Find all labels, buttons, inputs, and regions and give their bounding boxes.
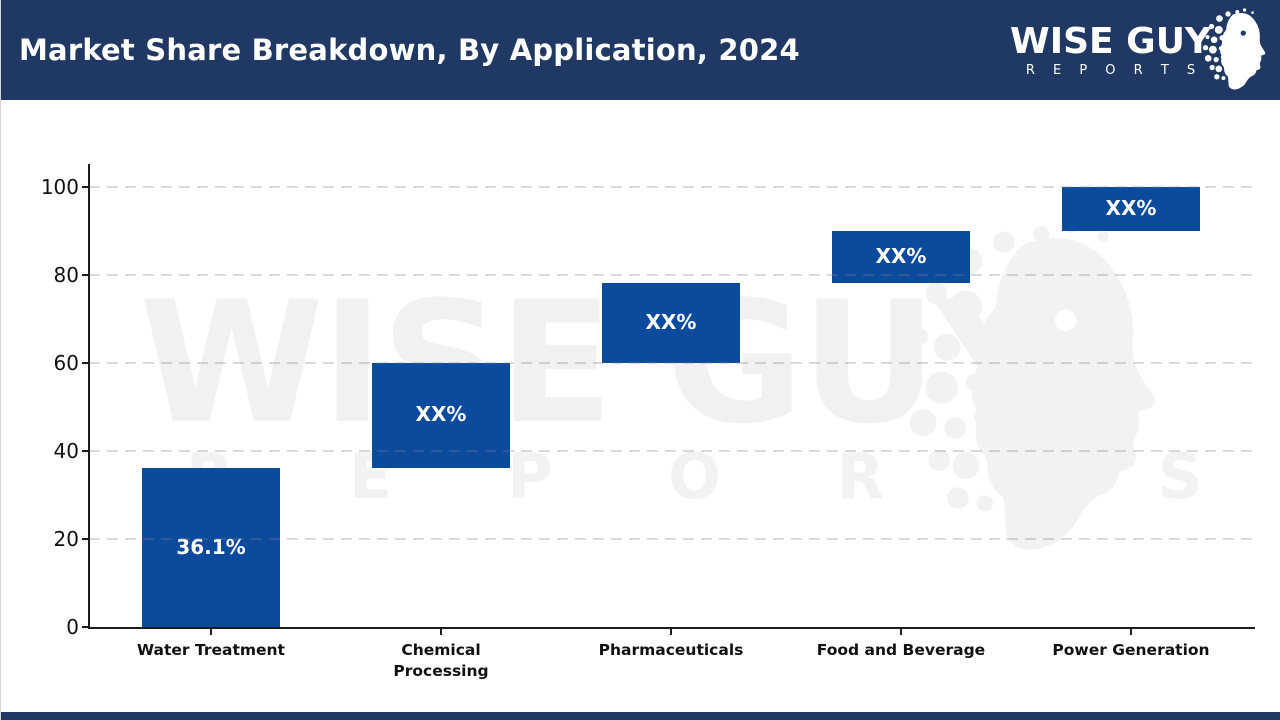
y-axis-line <box>88 164 90 629</box>
x-category-label-power-generation: Power Generation <box>1052 641 1210 659</box>
bar-food-and-beverage <box>832 230 970 284</box>
y-tick-label-100: 100 <box>40 175 79 199</box>
bar-water-treatment <box>142 468 280 627</box>
bar-value-label-pharmaceuticals: XX% <box>645 309 697 334</box>
x-tick-power-generation <box>1130 629 1132 635</box>
waterfall-chart: WISE GUY R E P O R T S 36.1% XX% XX% XX% XX%… <box>1 100 1280 712</box>
bar-value-label-food-and-beverage: XX% <box>875 243 927 268</box>
y-tick-80 <box>82 274 88 276</box>
watermark-wordmark: WISE GUY <box>139 265 1056 461</box>
bar-chemical-processing <box>372 362 510 469</box>
y-tick-label-80: 80 <box>53 263 79 287</box>
y-tick-40 <box>82 450 88 452</box>
x-category-label-food-and-beverage: Food and Beverage <box>816 641 986 659</box>
logo-wordmark: WISE GUY <box>1009 21 1211 62</box>
y-tick-label-0: 0 <box>66 615 79 639</box>
y-tick-0 <box>82 626 88 628</box>
gridline-60 <box>89 362 1254 364</box>
x-category-label-water-treatment: Water Treatment <box>137 641 285 659</box>
bar-value-label-power-generation: XX% <box>1105 195 1157 220</box>
y-tick-label-40: 40 <box>53 439 79 463</box>
x-tick-chemical-processing <box>440 629 442 635</box>
x-tick-water-treatment <box>210 629 212 635</box>
gridline-20 <box>89 538 1254 540</box>
logo-text: WISE GUY R E P O R T S <box>1009 21 1211 79</box>
wise-guy-reports-logo: WISE GUY R E P O R T S <box>1010 8 1275 94</box>
watermark-head-icon <box>901 219 1155 550</box>
gridline-40 <box>89 450 1254 452</box>
bar-value-label-water-treatment: 36.1% <box>176 534 246 559</box>
y-tick-100 <box>82 186 88 188</box>
gridline-80 <box>89 274 1254 276</box>
x-tick-pharmaceuticals <box>670 629 672 635</box>
footer-banner <box>1 712 1280 720</box>
y-tick-20 <box>82 538 88 540</box>
y-tick-label-20: 20 <box>53 527 79 551</box>
x-tick-food-and-beverage <box>900 629 902 635</box>
bar-pharmaceuticals <box>602 283 740 363</box>
x-category-label-pharmaceuticals: Pharmaceuticals <box>598 641 744 659</box>
chart-title: Market Share Breakdown, By Application, … <box>19 33 800 67</box>
x-axis-line <box>88 627 1255 629</box>
bar-power-generation <box>1062 187 1200 231</box>
header-banner: Market Share Breakdown, By Application, … <box>1 0 1280 100</box>
bar-value-label-chemical-processing: XX% <box>415 402 467 427</box>
logo-head-icon <box>1202 8 1266 90</box>
y-tick-label-60: 60 <box>53 351 79 375</box>
gridline-100 <box>89 186 1254 188</box>
logo-subtext: R E P O R T S <box>1025 63 1203 78</box>
x-category-label-chemical-processing: Chemical Processing <box>393 641 489 680</box>
y-tick-60 <box>82 362 88 364</box>
